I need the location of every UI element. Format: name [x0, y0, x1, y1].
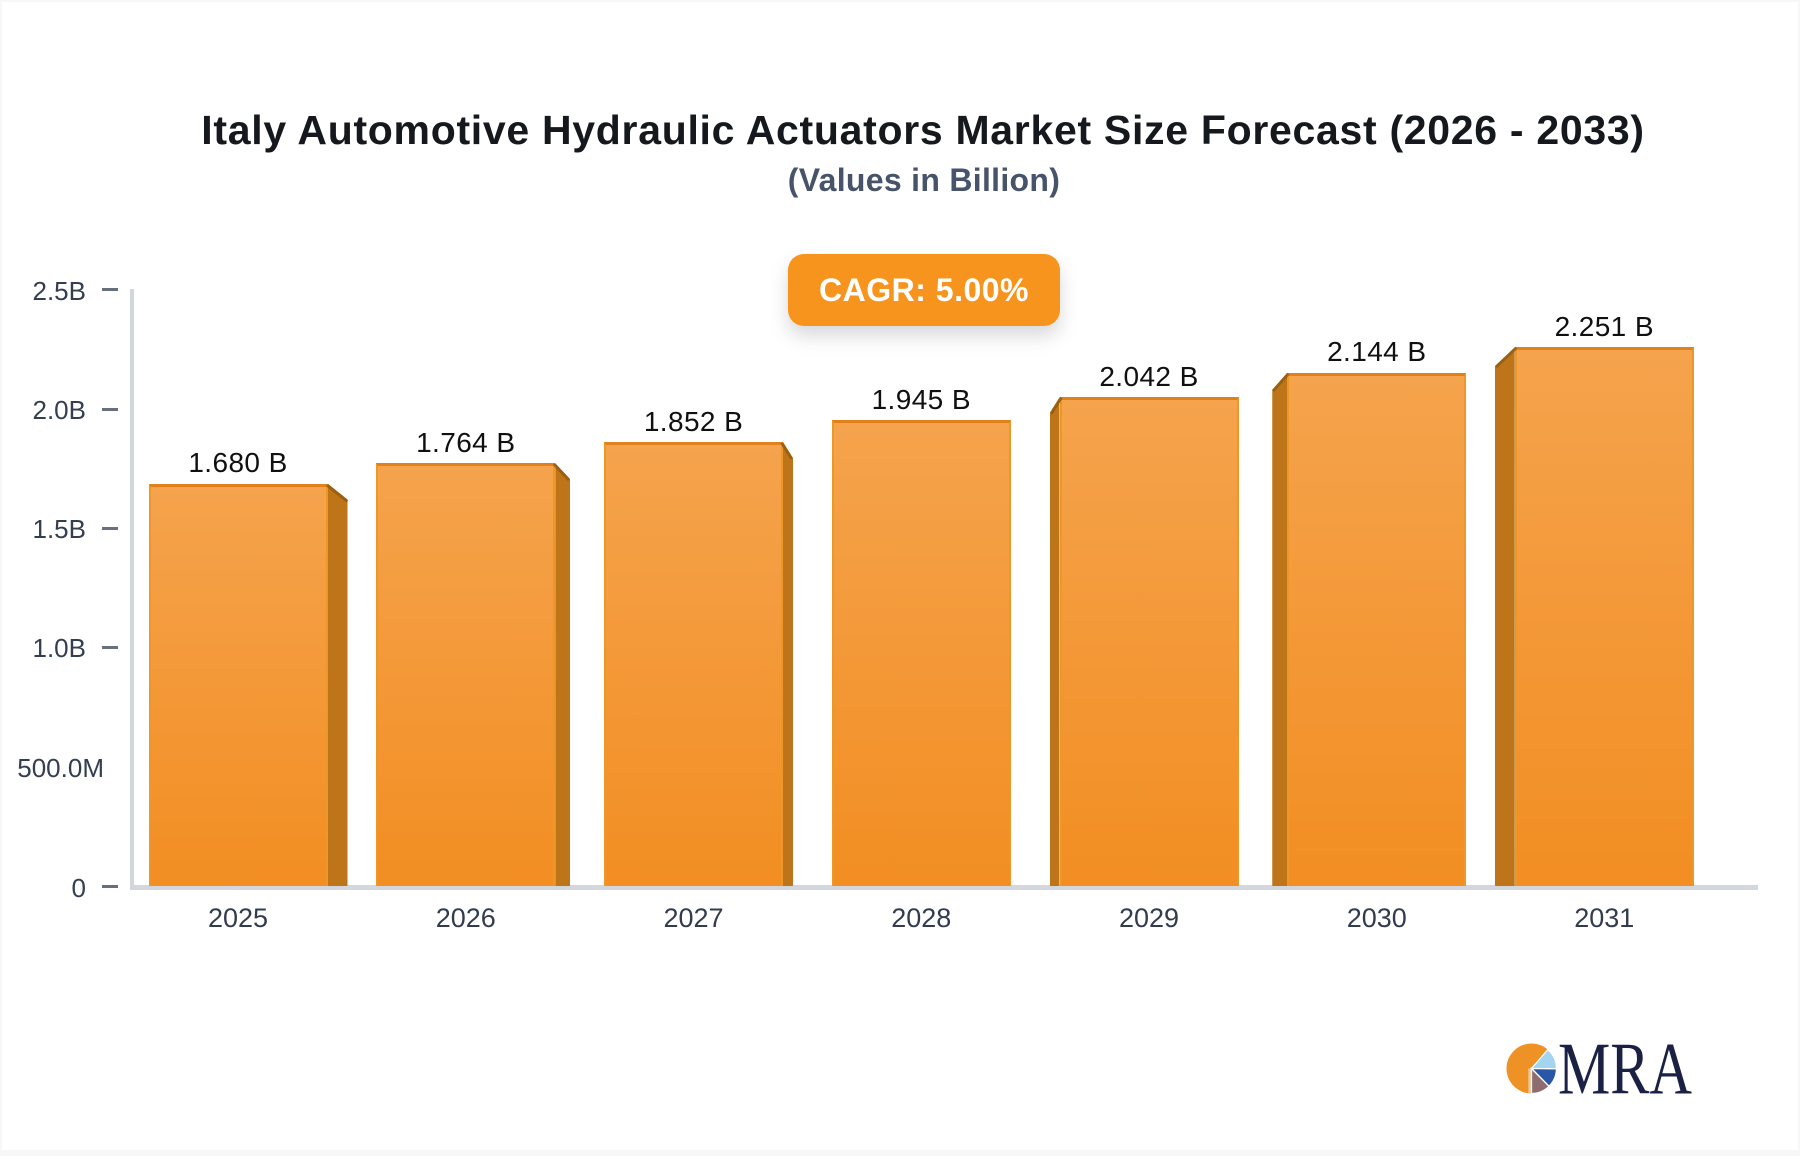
svg-text:MRA: MRA	[1558, 1029, 1692, 1111]
